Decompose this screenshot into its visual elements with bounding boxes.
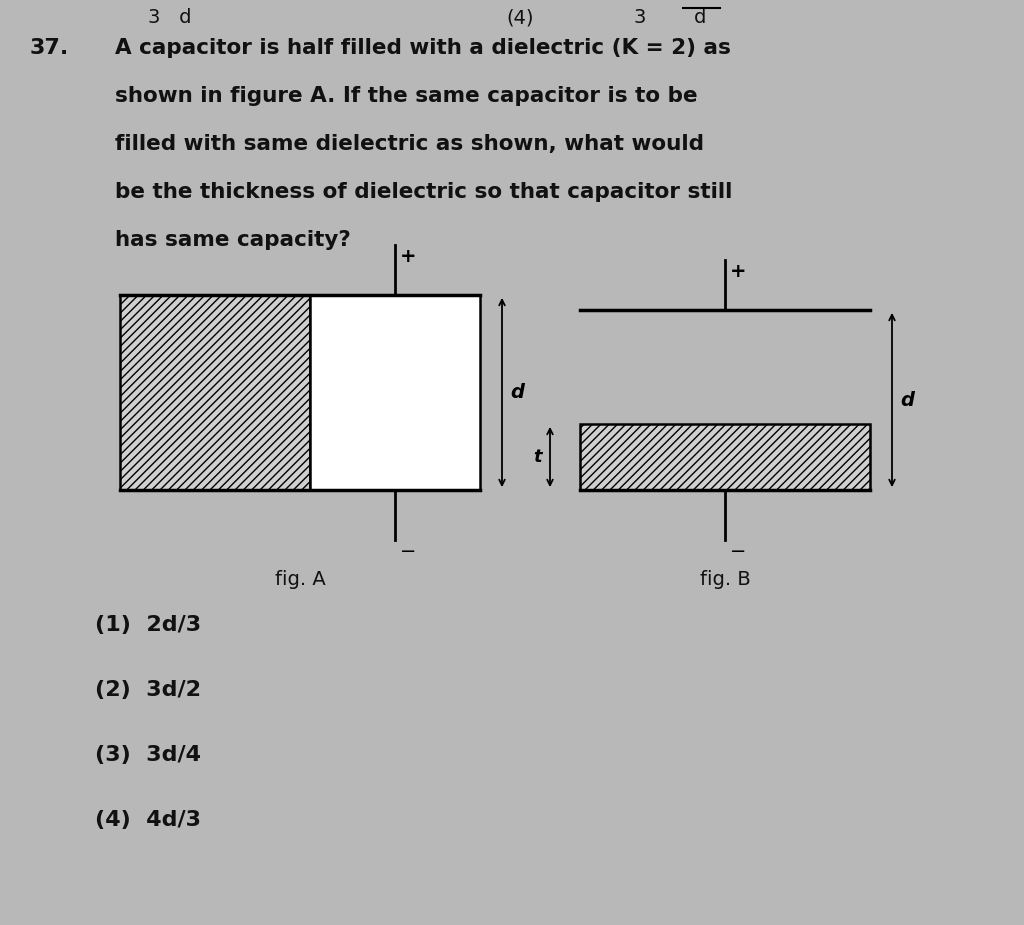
- Text: (4)  4d/3: (4) 4d/3: [95, 810, 201, 830]
- Text: d: d: [900, 390, 914, 410]
- Text: be the thickness of dielectric so that capacitor still: be the thickness of dielectric so that c…: [115, 182, 732, 202]
- Bar: [310, 295, 480, 490]
- Text: fig. A: fig. A: [274, 570, 326, 589]
- Text: (3)  3d/4: (3) 3d/4: [95, 745, 201, 765]
- Text: +: +: [400, 247, 417, 266]
- Text: d: d: [510, 383, 524, 402]
- Bar: [580, 424, 870, 490]
- Text: 3   d: 3 d: [148, 8, 191, 27]
- Text: t: t: [534, 448, 542, 466]
- Bar: [120, 295, 310, 490]
- Text: 37.: 37.: [30, 38, 70, 58]
- Text: (2)  3d/2: (2) 3d/2: [95, 680, 201, 700]
- Text: A capacitor is half filled with a dielectric (K = 2) as: A capacitor is half filled with a dielec…: [115, 38, 731, 58]
- Text: (1)  2d/3: (1) 2d/3: [95, 615, 201, 635]
- Text: 3: 3: [634, 8, 646, 27]
- Text: d: d: [694, 8, 707, 27]
- Text: −: −: [400, 542, 417, 561]
- Text: fig. B: fig. B: [699, 570, 751, 589]
- Text: (4): (4): [506, 8, 534, 27]
- Text: shown in figure A. If the same capacitor is to be: shown in figure A. If the same capacitor…: [115, 86, 697, 106]
- Text: has same capacity?: has same capacity?: [115, 230, 351, 250]
- Text: filled with same dielectric as shown, what would: filled with same dielectric as shown, wh…: [115, 134, 705, 154]
- Text: +: +: [730, 262, 746, 281]
- Text: −: −: [730, 542, 746, 561]
